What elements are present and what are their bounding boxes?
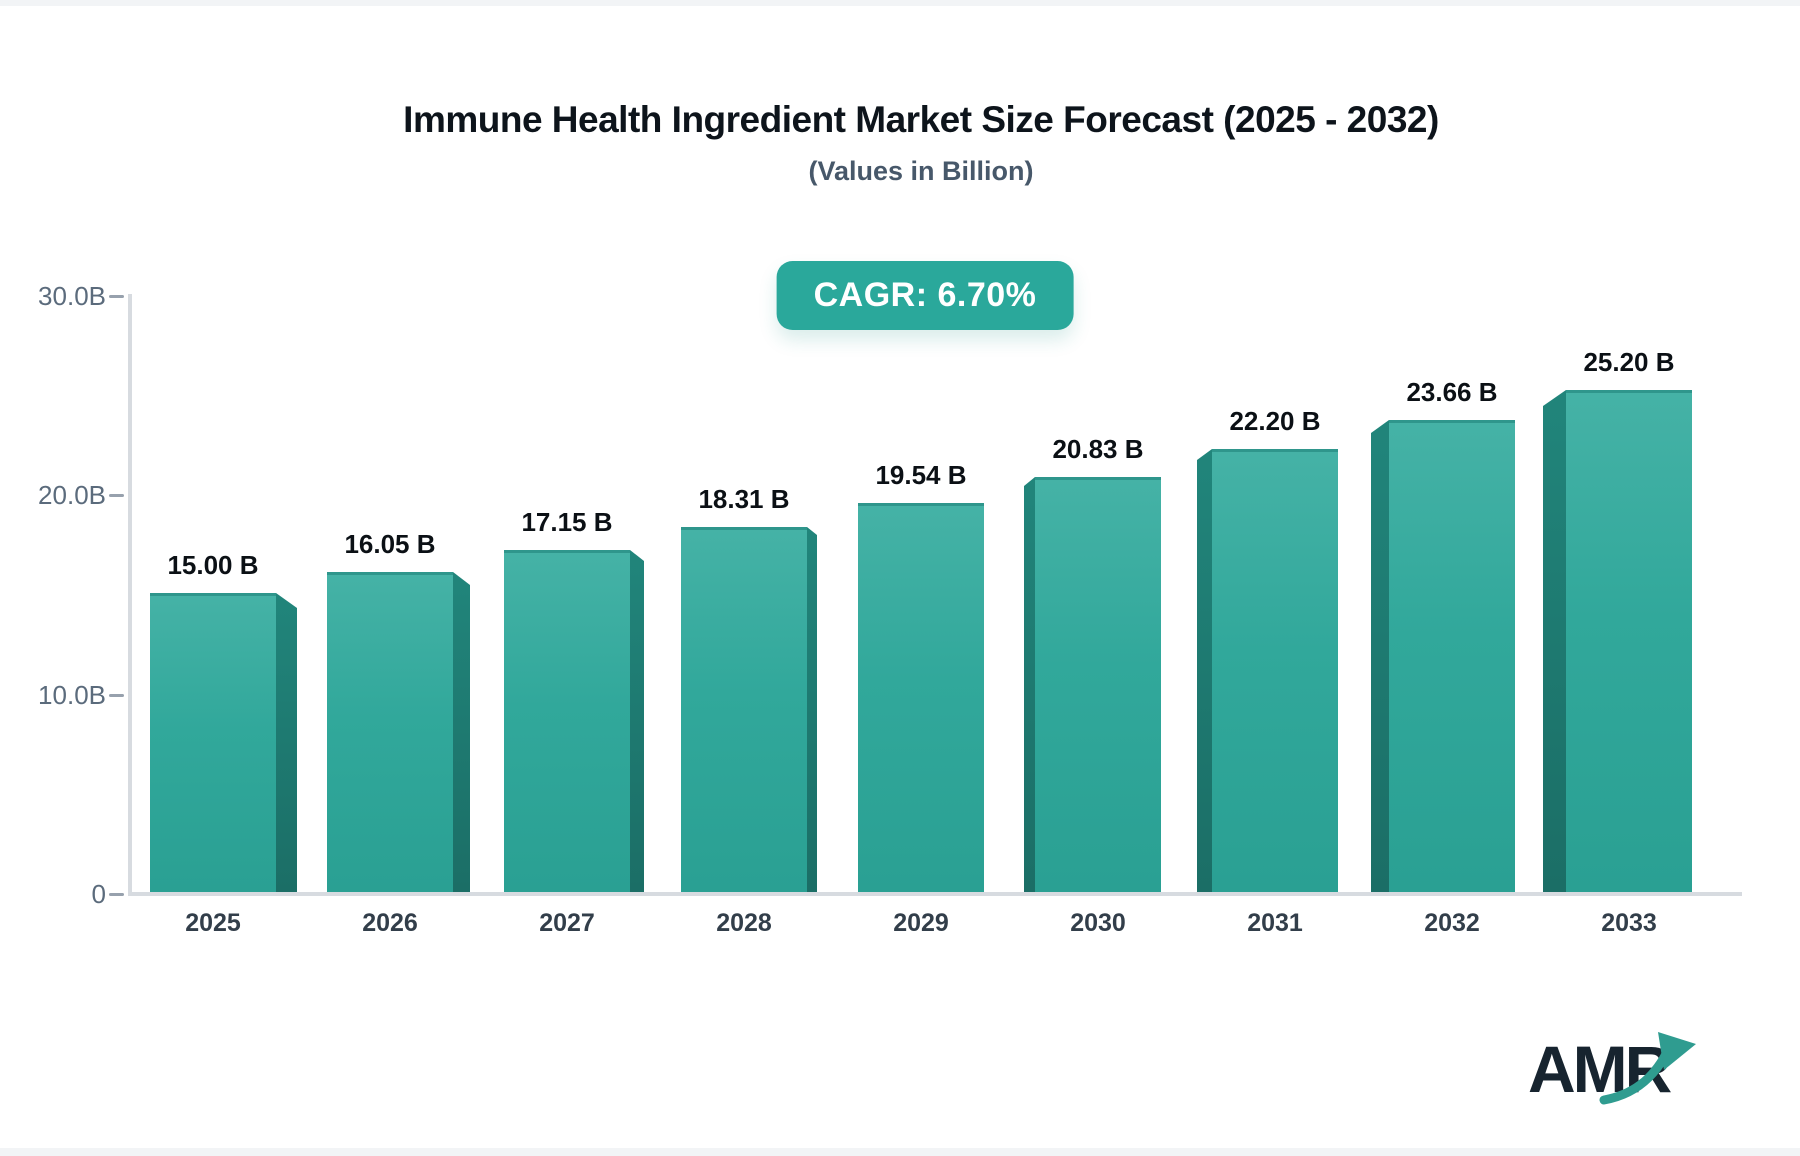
bar-2032 — [1389, 420, 1515, 892]
x-axis-label-2033: 2033 — [1601, 909, 1657, 937]
cagr-badge: CAGR: 6.70% — [776, 261, 1074, 330]
brand-wordmark: AMR — [1528, 1032, 1672, 1106]
x-axis-label-2031: 2031 — [1247, 909, 1303, 937]
y-axis-label: 30.0B — [38, 281, 106, 311]
bar-value-label: 23.66 B — [1406, 377, 1498, 407]
bar-2031 — [1212, 449, 1338, 892]
growth-arrow-icon — [1599, 1032, 1696, 1105]
bar-side-face — [1371, 420, 1389, 892]
y-axis-label: 20.0B — [38, 480, 106, 510]
x-axis-label-2027: 2027 — [539, 909, 595, 937]
chart-card: Immune Health Ingredient Market Size For… — [0, 6, 1800, 1148]
bar-2028 — [681, 527, 807, 892]
x-axis-label-2028: 2028 — [716, 909, 772, 937]
bar-2025 — [150, 593, 276, 892]
brand-logo: AMR — [1524, 1026, 1714, 1116]
bar-value-label: 20.83 B — [1052, 434, 1144, 464]
bar-side-face — [1197, 449, 1212, 892]
bar-value-label: 16.05 B — [344, 529, 436, 559]
x-axis-label-2032: 2032 — [1424, 909, 1480, 937]
chart-title: Immune Health Ingredient Market Size For… — [403, 99, 1439, 140]
x-axis-label-2025: 2025 — [185, 909, 241, 937]
bar-value-label: 22.20 B — [1229, 406, 1321, 436]
bar-value-label: 19.54 B — [875, 460, 967, 490]
bar-side-face — [1024, 477, 1035, 892]
bar-side-face — [453, 572, 470, 892]
bar-value-label: 18.31 B — [698, 484, 790, 514]
x-axis-line — [128, 892, 1742, 896]
chart-subtitle: (Values in Billion) — [808, 156, 1034, 186]
bar-side-face — [276, 593, 297, 892]
bar-side-face — [1543, 390, 1566, 892]
bar-2033 — [1566, 390, 1692, 892]
y-axis-label: 0 — [91, 879, 106, 909]
y-axis-tick — [109, 694, 124, 697]
bar-2030 — [1035, 477, 1161, 892]
bar-value-label: 15.00 B — [167, 550, 259, 580]
bar-value-label: 25.20 B — [1583, 347, 1675, 377]
bar-value-label: 17.15 B — [521, 507, 613, 537]
y-axis-tick — [109, 494, 124, 497]
y-axis-label: 10.0B — [38, 680, 106, 710]
bar-side-face — [630, 550, 644, 892]
bar-2027 — [504, 550, 630, 892]
y-axis-tick — [109, 295, 124, 298]
bar-side-face — [807, 527, 817, 892]
x-axis-label-2026: 2026 — [362, 909, 418, 937]
x-axis-label-2029: 2029 — [893, 909, 949, 937]
x-axis-label-2030: 2030 — [1070, 909, 1126, 937]
bar-2029 — [858, 503, 984, 892]
bar-2026 — [327, 572, 453, 892]
y-axis-line — [128, 294, 132, 896]
y-axis-tick — [109, 893, 124, 896]
